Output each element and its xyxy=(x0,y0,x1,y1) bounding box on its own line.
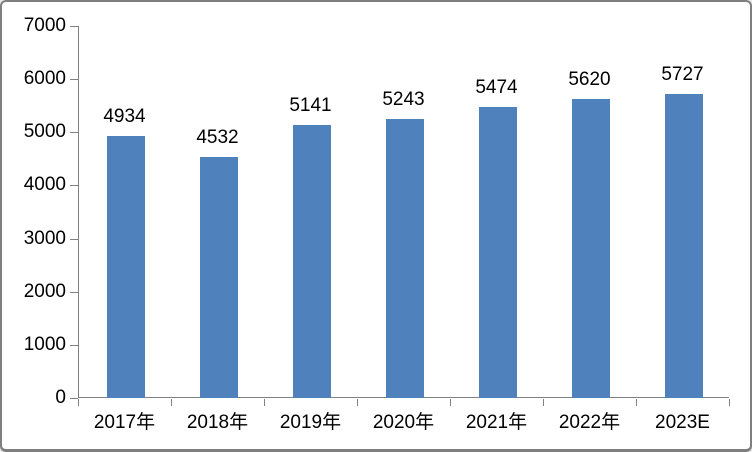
bar xyxy=(478,107,517,398)
bar-data-label: 5243 xyxy=(382,89,425,110)
bar xyxy=(292,125,331,398)
y-tick-mark xyxy=(70,292,78,293)
y-tick-mark xyxy=(70,345,78,346)
bar-data-label: 5620 xyxy=(568,69,611,90)
y-tick-mark xyxy=(70,185,78,186)
bar xyxy=(106,136,145,398)
bar-data-label: 5474 xyxy=(475,77,518,98)
x-tick-label: 2018年 xyxy=(186,412,249,433)
x-tick-mark xyxy=(450,399,451,406)
x-tick-label: 2023E xyxy=(655,412,710,433)
bar xyxy=(664,94,703,398)
x-tick-label: 2019年 xyxy=(279,412,342,433)
y-tick-label: 4000 xyxy=(23,174,66,196)
y-tick-label: 5000 xyxy=(23,121,66,143)
y-tick-label: 2000 xyxy=(23,280,66,302)
plot-area xyxy=(78,26,729,398)
bar xyxy=(385,119,424,398)
bar-data-label: 5727 xyxy=(661,64,704,85)
x-tick-mark xyxy=(357,399,358,406)
y-tick-label: 1000 xyxy=(23,333,66,355)
x-tick-mark xyxy=(543,399,544,406)
y-tick-label: 3000 xyxy=(23,227,66,249)
y-tick-mark xyxy=(70,79,78,80)
y-tick-mark xyxy=(70,398,78,399)
y-tick-mark xyxy=(70,132,78,133)
y-tick-mark xyxy=(70,239,78,240)
x-tick-mark xyxy=(636,399,637,406)
x-tick-mark xyxy=(729,399,730,406)
x-tick-label: 2020年 xyxy=(372,412,435,433)
x-tick-mark xyxy=(264,399,265,406)
x-tick-label: 2022年 xyxy=(558,412,621,433)
y-tick-mark xyxy=(70,26,78,27)
x-tick-label: 2017年 xyxy=(93,412,156,433)
x-tick-label: 2021年 xyxy=(465,412,528,433)
y-tick-label: 0 xyxy=(55,387,66,408)
y-tick-label: 6000 xyxy=(23,68,66,90)
bar xyxy=(571,99,610,398)
bar-data-label: 4934 xyxy=(103,106,146,127)
bar xyxy=(199,157,238,398)
y-tick-label: 7000 xyxy=(23,15,66,36)
x-tick-mark xyxy=(171,399,172,406)
bar-data-label: 5141 xyxy=(289,95,332,116)
x-tick-mark xyxy=(78,399,79,406)
bar-data-label: 4532 xyxy=(196,127,239,148)
